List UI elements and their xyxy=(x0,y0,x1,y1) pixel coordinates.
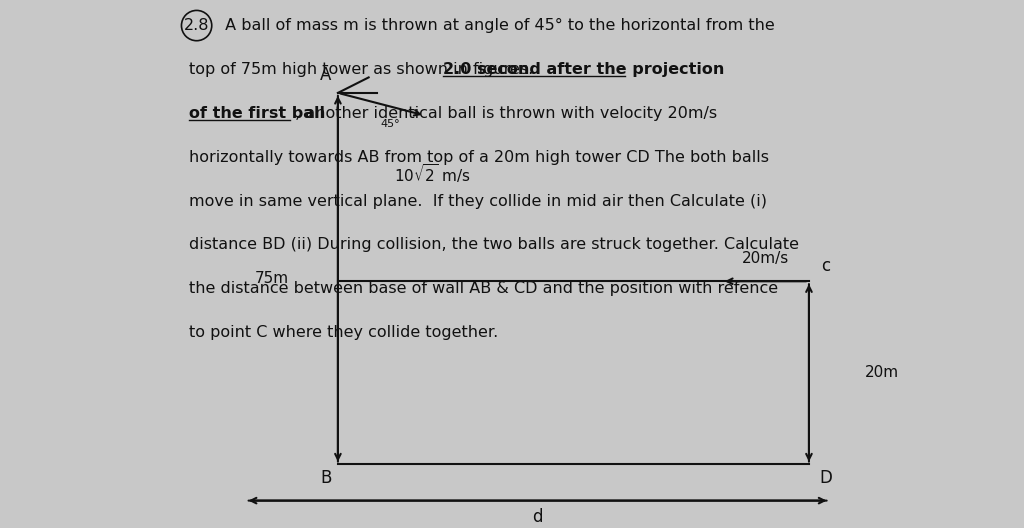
Text: 20m: 20m xyxy=(865,365,899,380)
Text: of the first ball: of the first ball xyxy=(189,106,326,121)
Text: 2.8: 2.8 xyxy=(184,18,209,33)
Text: top of 75m high tower as shown in figures.: top of 75m high tower as shown in figure… xyxy=(189,62,539,77)
Text: D: D xyxy=(819,469,833,487)
Text: c: c xyxy=(821,257,830,275)
Text: A: A xyxy=(319,65,332,83)
Text: d: d xyxy=(532,508,543,526)
Text: B: B xyxy=(319,469,332,487)
Text: to point C where they collide together.: to point C where they collide together. xyxy=(189,325,499,340)
Text: distance BD (ii) During collision, the two balls are struck together. Calculate: distance BD (ii) During collision, the t… xyxy=(189,238,800,252)
Text: 45°: 45° xyxy=(381,119,400,129)
Text: A ball of mass m is thrown at angle of 45° to the horizontal from the: A ball of mass m is thrown at angle of 4… xyxy=(220,18,775,33)
Text: , another identical ball is thrown with velocity 20m/s: , another identical ball is thrown with … xyxy=(290,106,717,121)
Text: 10$\sqrt{2}$ m/s: 10$\sqrt{2}$ m/s xyxy=(394,163,471,185)
Text: 20m/s: 20m/s xyxy=(741,251,790,266)
Text: the distance between base of wall AB & CD and the position with refence: the distance between base of wall AB & C… xyxy=(189,281,778,296)
Text: move in same vertical plane.  If they collide in mid air then Calculate (i): move in same vertical plane. If they col… xyxy=(189,194,767,209)
Text: 2.0 second after the projection: 2.0 second after the projection xyxy=(442,62,724,77)
Text: horizontally towards AB from top of a 20m high tower CD The both balls: horizontally towards AB from top of a 20… xyxy=(189,149,769,165)
Text: 75m: 75m xyxy=(254,271,289,286)
